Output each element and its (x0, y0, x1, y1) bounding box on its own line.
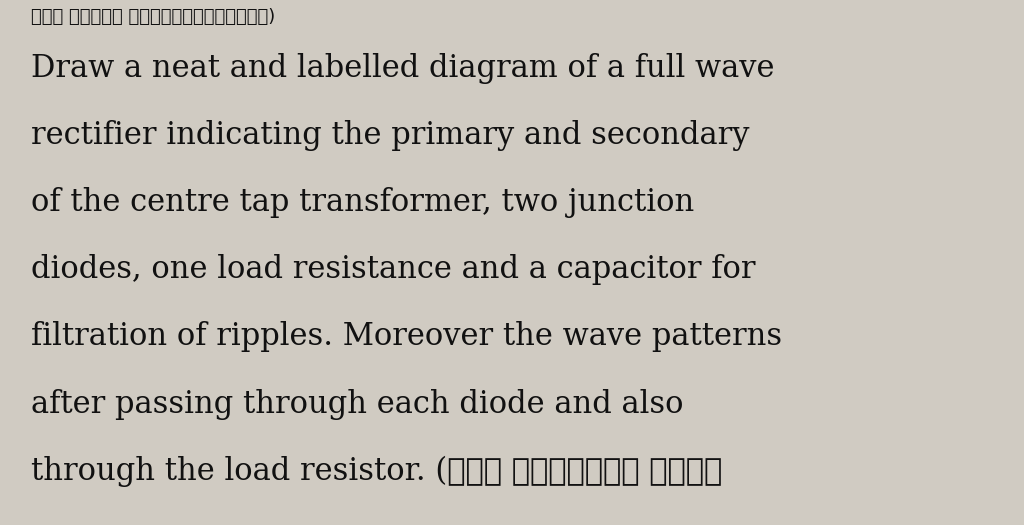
Text: after passing through each diode and also: after passing through each diode and als… (31, 388, 683, 419)
Text: rectifier indicating the primary and secondary: rectifier indicating the primary and sec… (31, 120, 750, 151)
Text: of the centre tap transformer, two junction: of the centre tap transformer, two junct… (31, 187, 694, 218)
Text: diodes, one load resistance and a capacitor for: diodes, one load resistance and a capaci… (31, 254, 756, 285)
Text: filtration of ripples. Moreover the wave patterns: filtration of ripples. Moreover the wave… (31, 321, 782, 352)
Text: Draw a neat and labelled diagram of a full wave: Draw a neat and labelled diagram of a fu… (31, 52, 774, 83)
Text: through the load resistor. (এটা চেন্টার টেপ্: through the load resistor. (এটা চেন্টার … (31, 456, 722, 487)
Text: ফুল তরঙ্গ রেক্টিফায়ারের): ফুল তরঙ্গ রেক্টিফায়ারের) (31, 8, 275, 26)
